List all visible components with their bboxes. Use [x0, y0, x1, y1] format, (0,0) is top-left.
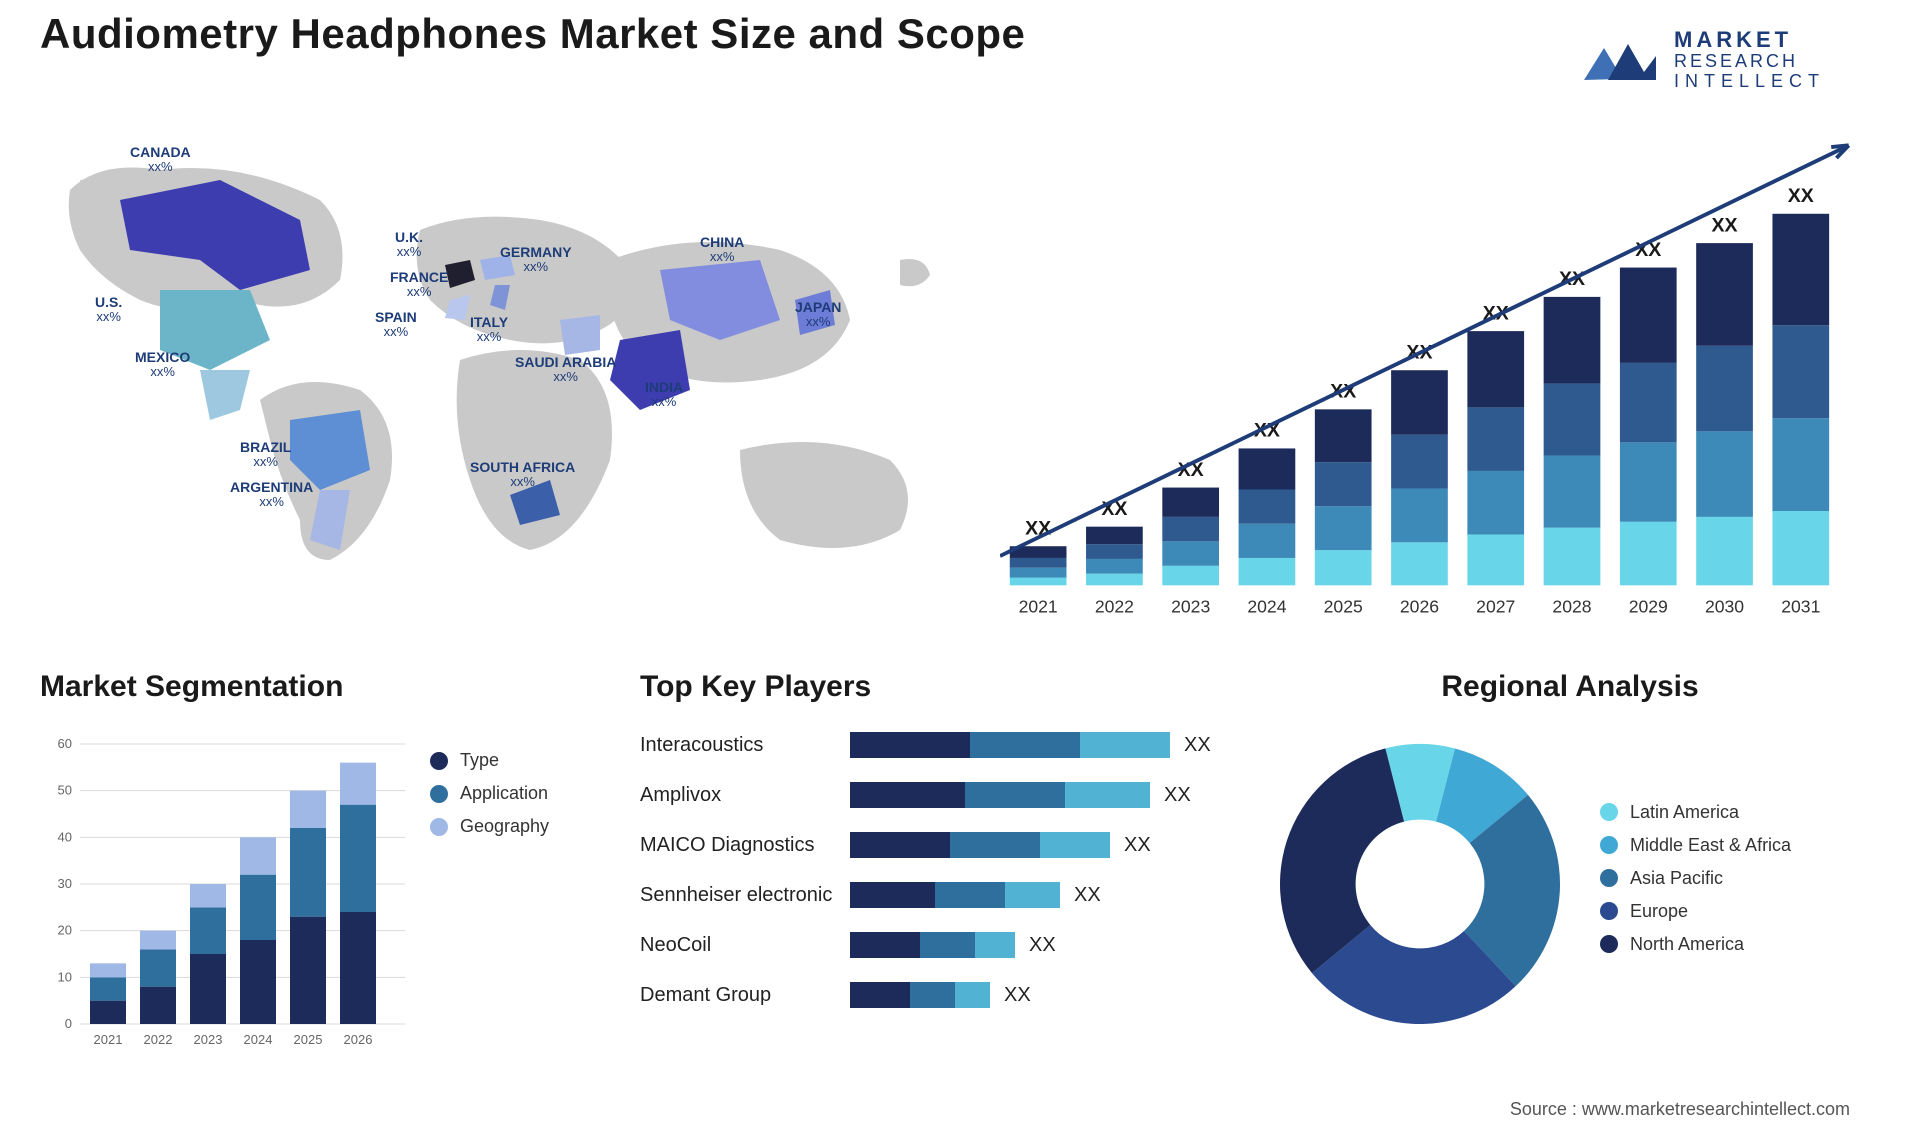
map-label: U.K.xx%: [395, 230, 423, 260]
svg-text:30: 30: [58, 876, 72, 891]
svg-text:60: 60: [58, 736, 72, 751]
player-bar: [850, 732, 1170, 758]
player-value: XX: [1004, 984, 1031, 1007]
bottom-row: Market Segmentation 0 10 20 30 40 50 60 2021 202…: [40, 670, 1880, 1090]
players-title: Top Key Players: [640, 670, 1260, 704]
map-label: BRAZILxx%: [240, 440, 291, 470]
player-name: Interacoustics: [640, 734, 850, 757]
svg-text:2026: 2026: [344, 1032, 373, 1047]
player-row: Sennheiser electronic XX: [640, 874, 1260, 916]
logo-mark-icon: [1580, 30, 1660, 90]
player-row: Interacoustics XX: [640, 724, 1260, 766]
segmentation-panel: Market Segmentation 0 10 20 30 40 50 60 2021 202…: [40, 670, 640, 1090]
player-value: XX: [1124, 834, 1151, 857]
player-bar: [850, 832, 1110, 858]
player-bar: [850, 932, 1015, 958]
player-value: XX: [1184, 734, 1211, 757]
map-label: FRANCExx%: [390, 270, 448, 300]
world-map-panel: CANADAxx% U.S.xx% MEXICOxx% BRAZILxx% ARGENT…: [40, 120, 960, 640]
map-label: CHINAxx%: [700, 235, 744, 265]
player-name: Sennheiser electronic: [640, 884, 850, 907]
svg-text:2028: 2028: [1552, 597, 1591, 617]
svg-text:2026: 2026: [1400, 597, 1439, 617]
player-bar: [850, 782, 1150, 808]
svg-text:20: 20: [58, 923, 72, 938]
logo-line1: MARKET: [1674, 28, 1825, 52]
legend-item: Middle East & Africa: [1600, 835, 1791, 856]
map-label: JAPANxx%: [795, 300, 841, 330]
segmentation-legend: Type Application Geography: [430, 750, 549, 849]
svg-text:2024: 2024: [1247, 597, 1286, 617]
svg-text:2025: 2025: [294, 1032, 323, 1047]
map-label: SAUDI ARABIAxx%: [515, 355, 616, 385]
svg-text:2031: 2031: [1781, 597, 1820, 617]
map-label: ITALYxx%: [470, 315, 508, 345]
player-name: Amplivox: [640, 784, 850, 807]
map-label: U.S.xx%: [95, 295, 122, 325]
map-label: SOUTH AFRICAxx%: [470, 460, 575, 490]
player-value: XX: [1164, 784, 1191, 807]
player-bar: [850, 882, 1060, 908]
legend-item: Europe: [1600, 901, 1791, 922]
regional-title: Regional Analysis: [1260, 670, 1880, 704]
player-name: MAICO Diagnostics: [640, 834, 850, 857]
svg-text:2022: 2022: [1095, 597, 1134, 617]
svg-text:40: 40: [58, 829, 72, 844]
map-label: INDIAxx%: [645, 380, 683, 410]
segmentation-title: Market Segmentation: [40, 670, 640, 704]
legend-item: Type: [430, 750, 549, 771]
svg-text:2023: 2023: [1171, 597, 1210, 617]
player-row: MAICO Diagnostics XX: [640, 824, 1260, 866]
logo-text: MARKET RESEARCH INTELLECT: [1674, 28, 1825, 92]
svg-text:2030: 2030: [1705, 597, 1744, 617]
growth-chart: XX2021XX2022XX2023XX2024XX2025XX2026XX20…: [1000, 120, 1880, 640]
logo-line2: RESEARCH: [1674, 52, 1825, 72]
logo-line3: INTELLECT: [1674, 72, 1825, 92]
svg-text:XX: XX: [1788, 185, 1814, 207]
legend-item: Asia Pacific: [1600, 868, 1791, 889]
svg-text:2023: 2023: [194, 1032, 223, 1047]
legend-item: North America: [1600, 934, 1791, 955]
players-list: InteracousticsXXAmplivoxXXMAICO Diagnost…: [640, 724, 1260, 1016]
map-label: SPAINxx%: [375, 310, 417, 340]
growth-chart-panel: XX2021XX2022XX2023XX2024XX2025XX2026XX20…: [960, 120, 1880, 640]
regional-legend: Latin America Middle East & Africa Asia Pa…: [1600, 802, 1791, 967]
svg-text:50: 50: [58, 783, 72, 798]
svg-text:2022: 2022: [144, 1032, 173, 1047]
top-row: CANADAxx% U.S.xx% MEXICOxx% BRAZILxx% ARGENT…: [40, 120, 1880, 640]
svg-text:XX: XX: [1711, 214, 1737, 236]
page-root: Audiometry Headphones Market Size and Sc…: [40, 10, 1880, 1130]
brand-logo: MARKET RESEARCH INTELLECT: [1580, 15, 1880, 105]
legend-item: Geography: [430, 816, 549, 837]
legend-item: Application: [430, 783, 549, 804]
legend-item: Latin America: [1600, 802, 1791, 823]
regional-donut-chart: [1260, 724, 1580, 1044]
map-label: MEXICOxx%: [135, 350, 190, 380]
svg-text:2029: 2029: [1629, 597, 1668, 617]
world-map-icon: [40, 120, 960, 640]
player-name: NeoCoil: [640, 934, 850, 957]
svg-text:0: 0: [65, 1016, 72, 1031]
player-row: Demant Group XX: [640, 974, 1260, 1016]
source-text: Source : www.marketresearchintellect.com: [1510, 1099, 1850, 1120]
player-name: Demant Group: [640, 984, 850, 1007]
map-label: ARGENTINAxx%: [230, 480, 313, 510]
regional-panel: Regional Analysis Latin America Middle Ea…: [1260, 670, 1880, 1090]
svg-text:10: 10: [58, 969, 72, 984]
svg-text:2027: 2027: [1476, 597, 1515, 617]
svg-text:2024: 2024: [244, 1032, 273, 1047]
player-value: XX: [1074, 884, 1101, 907]
player-value: XX: [1029, 934, 1056, 957]
players-panel: Top Key Players InteracousticsXXAmplivox…: [640, 670, 1260, 1090]
segmentation-chart: 0 10 20 30 40 50 60 2021 2022 2023 2024 2025 2026: [40, 724, 410, 1054]
player-row: Amplivox XX: [640, 774, 1260, 816]
player-bar: [850, 982, 990, 1008]
svg-text:2021: 2021: [94, 1032, 123, 1047]
map-label: GERMANYxx%: [500, 245, 572, 275]
player-row: NeoCoil XX: [640, 924, 1260, 966]
map-label: CANADAxx%: [130, 145, 191, 175]
svg-text:2025: 2025: [1324, 597, 1363, 617]
svg-text:2021: 2021: [1019, 597, 1058, 617]
